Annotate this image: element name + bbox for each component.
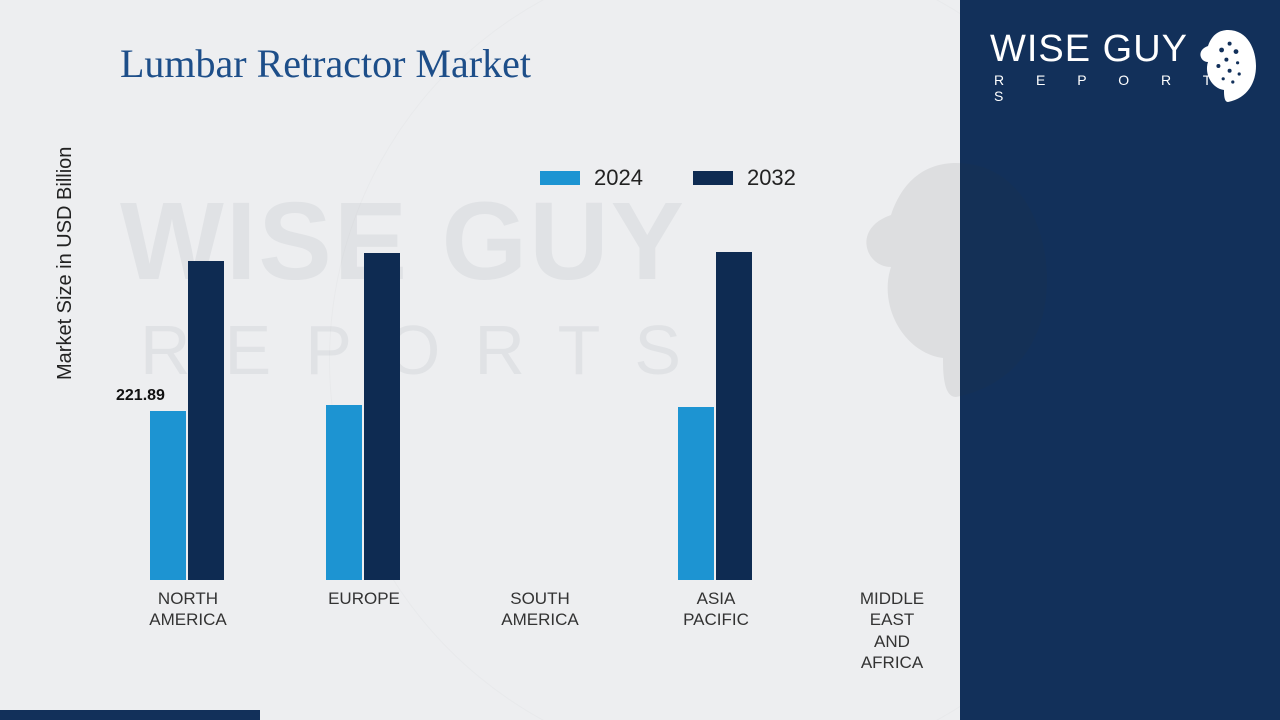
accent-bar (0, 710, 260, 720)
bar-2024 (150, 411, 186, 580)
legend-swatch-2024 (540, 171, 580, 185)
category-label: NORTHAMERICA (100, 588, 276, 631)
bar-2024 (326, 405, 362, 580)
legend: 2024 2032 (540, 165, 796, 191)
bar-groups: 221.89 (100, 200, 980, 580)
bar-2032 (364, 253, 400, 580)
brand-logo: WISE GUY R E P O R T S (990, 30, 1250, 104)
right-panel (960, 0, 1280, 720)
legend-item-2024: 2024 (540, 165, 643, 191)
page-root: WISE GUY R E P O R T S Lumbar Retractor … (0, 0, 1280, 720)
bar-2032 (716, 252, 752, 580)
legend-label-2032: 2032 (747, 165, 796, 191)
legend-label-2024: 2024 (594, 165, 643, 191)
y-axis-label: Market Size in USD Billion (54, 147, 77, 380)
category-label: MIDDLEEASTANDAFRICA (804, 588, 980, 673)
category-label: ASIAPACIFIC (628, 588, 804, 631)
legend-swatch-2032 (693, 171, 733, 185)
bar-2024 (678, 407, 714, 580)
chart-title: Lumbar Retractor Market (120, 40, 531, 87)
bar-2032 (188, 261, 224, 580)
logo-head-icon (1180, 26, 1260, 106)
legend-item-2032: 2032 (693, 165, 796, 191)
bar-value-label: 221.89 (116, 387, 165, 405)
category-label: SOUTHAMERICA (452, 588, 628, 631)
category-label: EUROPE (276, 588, 452, 609)
